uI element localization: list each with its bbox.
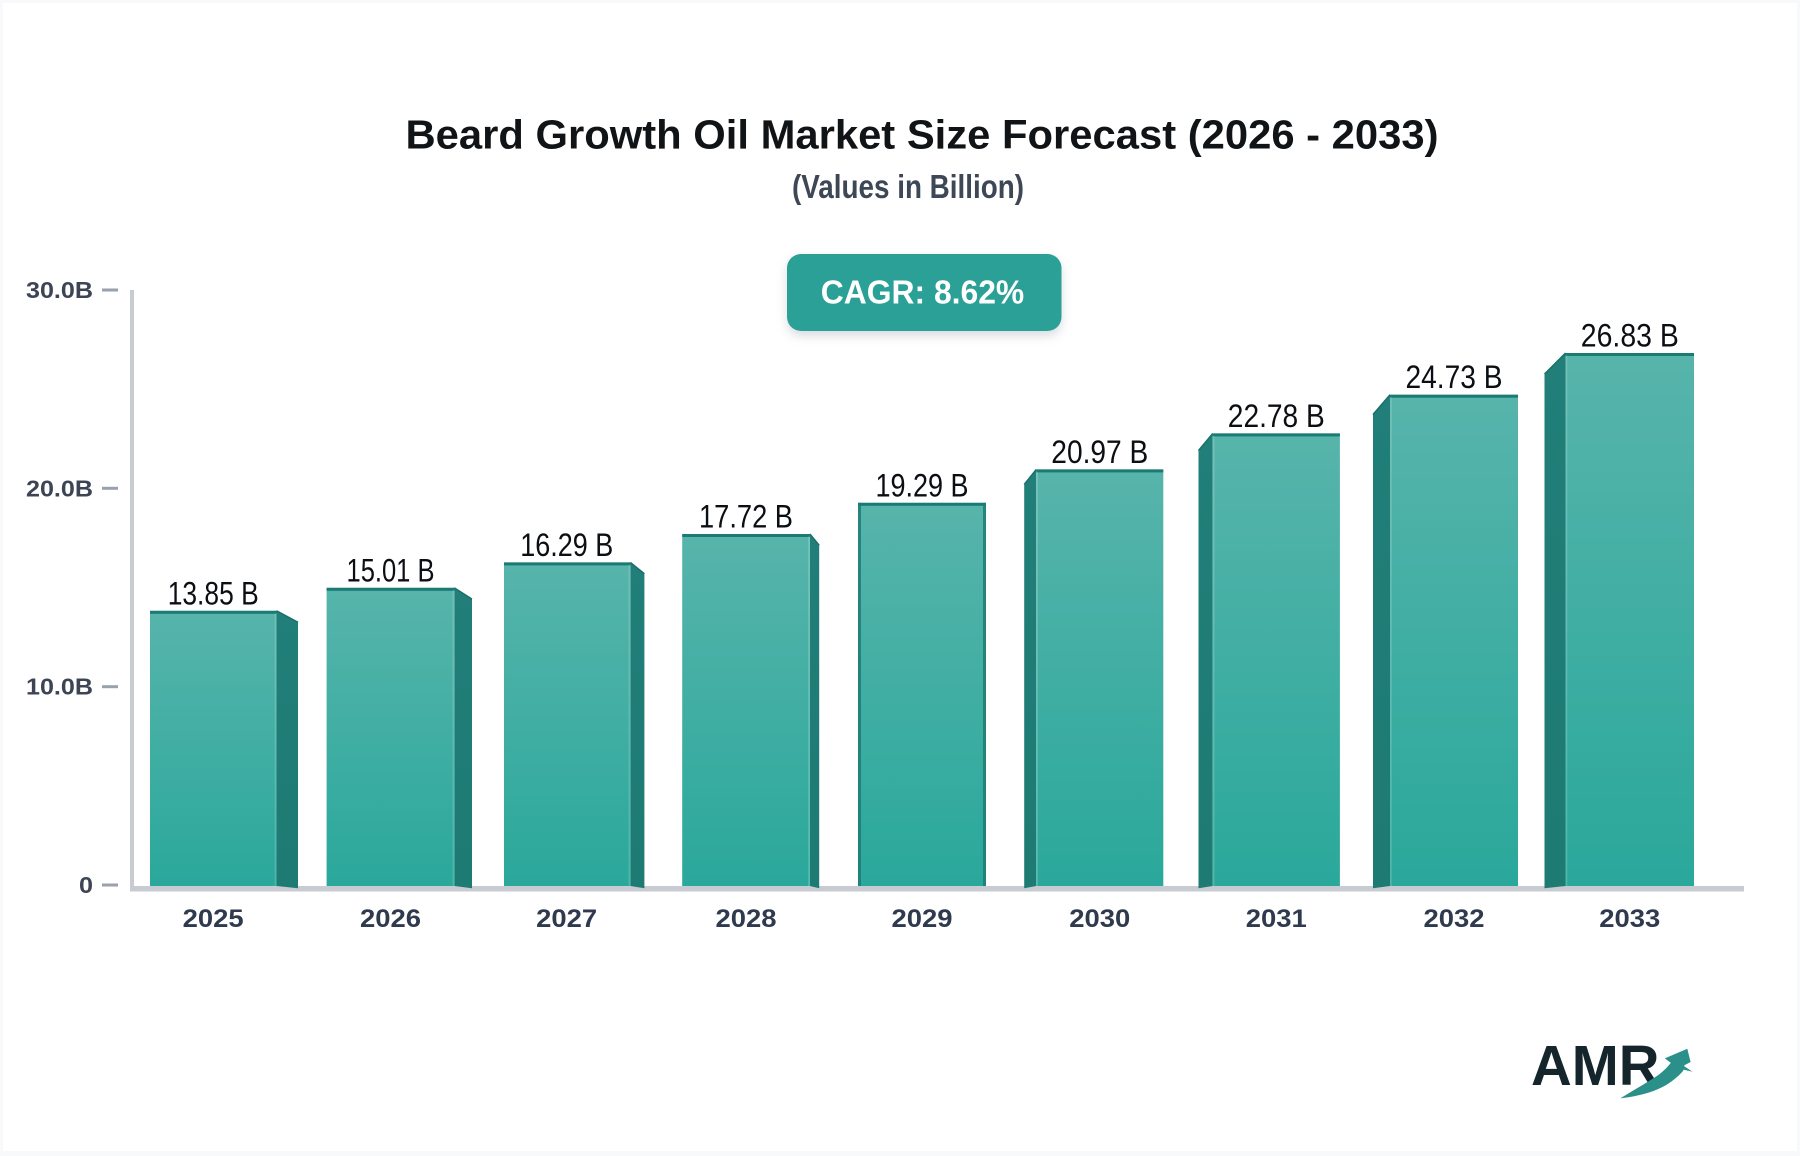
svg-text:13.85 B: 13.85 B [168, 575, 259, 611]
svg-text:AMR: AMR [1531, 1034, 1660, 1098]
svg-text:20.0B: 20.0B [26, 475, 93, 501]
svg-text:2029: 2029 [892, 905, 953, 933]
svg-text:22.78 B: 22.78 B [1228, 398, 1325, 434]
svg-text:19.29 B: 19.29 B [876, 467, 969, 503]
svg-text:2031: 2031 [1246, 905, 1307, 933]
svg-text:16.29 B: 16.29 B [520, 527, 613, 563]
svg-text:20.97 B: 20.97 B [1051, 434, 1148, 470]
svg-text:24.73 B: 24.73 B [1406, 359, 1503, 395]
svg-text:2030: 2030 [1069, 905, 1130, 933]
svg-text:10.0B: 10.0B [26, 674, 93, 700]
svg-text:(Values in Billion): (Values in Billion) [792, 169, 1024, 206]
svg-text:CAGR: 8.62%: CAGR: 8.62% [821, 274, 1025, 311]
svg-text:2026: 2026 [360, 905, 421, 933]
svg-text:2027: 2027 [536, 905, 597, 933]
svg-text:Beard Growth Oil Market Size F: Beard Growth Oil Market Size Forecast (2… [406, 112, 1439, 158]
svg-text:30.0B: 30.0B [26, 277, 93, 303]
svg-text:15.01 B: 15.01 B [347, 552, 435, 588]
svg-text:17.72 B: 17.72 B [699, 499, 793, 535]
svg-text:2033: 2033 [1599, 905, 1660, 933]
svg-text:0: 0 [79, 872, 93, 898]
svg-text:2032: 2032 [1424, 905, 1485, 933]
svg-text:2028: 2028 [716, 905, 777, 933]
svg-text:2025: 2025 [183, 905, 244, 933]
svg-text:26.83 B: 26.83 B [1581, 318, 1679, 354]
